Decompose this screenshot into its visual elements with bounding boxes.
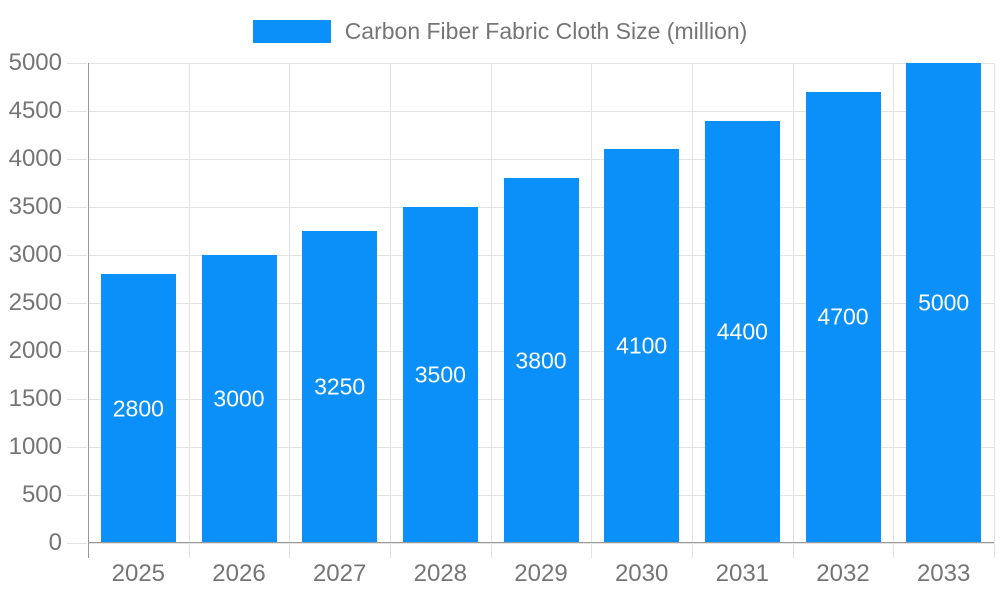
x-axis-tick [792,543,794,558]
y-axis-tick [67,63,87,64]
y-axis-label: 1000 [8,433,62,460]
y-axis-label: 2000 [8,337,62,364]
y-axis-tick [67,495,87,496]
y-axis-tick [67,543,87,544]
bar-value-label: 3000 [213,385,265,412]
h-gridline [88,111,994,112]
bar-2029[interactable]: 3800 [503,178,579,543]
h-gridline [88,159,994,160]
x-axis-tick [188,543,190,558]
bar-value-label: 3250 [314,373,366,400]
bar-value-label: 3800 [515,347,567,374]
bar-value-label: 2800 [112,395,164,422]
plot-area: 2800 3000 3250 3500 3800 4100 4400 4700 5000 0 50… [9,49,995,587]
bar-2032[interactable]: 4700 [805,91,881,543]
x-axis-label: 2026 [212,560,266,587]
y-axis-label: 3500 [8,193,62,220]
v-gridline [289,63,291,543]
h-gridline [88,543,994,544]
x-axis-label: 2025 [111,560,166,587]
bar-2026[interactable]: 3000 [201,255,277,543]
bar-2033[interactable]: 5000 [906,63,982,543]
x-axis-tick [490,543,492,558]
bar-value-label: 4700 [817,303,869,330]
v-gridline [188,63,190,543]
x-axis-tick [289,543,291,558]
y-axis-label: 3000 [8,241,62,268]
x-axis-label: 2028 [413,560,468,587]
y-axis-label: 4000 [8,145,62,172]
bar-2030[interactable]: 4100 [604,149,680,543]
y-axis-tick [67,207,87,208]
x-axis-tick [692,543,693,558]
x-axis-label: 2029 [514,560,568,587]
y-axis-tick [67,111,87,112]
x-axis-tick [390,543,391,558]
x-axis-tick [994,543,995,558]
y-axis-label: 0 [48,529,62,556]
chart-legend[interactable]: Carbon Fiber Fabric Cloth Size (million) [0,18,1000,45]
v-gridline [994,63,995,543]
bar-value-label: 4100 [616,332,668,359]
bar-value-label: 5000 [918,289,970,316]
v-gridline [792,63,794,543]
y-axis-tick [67,447,87,448]
x-axis-label: 2032 [816,560,870,587]
y-axis-label: 1500 [8,385,62,412]
legend-swatch-icon [252,20,331,43]
h-gridline [88,63,994,64]
x-axis-label: 2027 [312,560,367,587]
bar-value-label: 3500 [414,361,466,388]
y-axis-tick [67,351,87,352]
y-axis-label: 5000 [8,49,62,76]
y-axis-line [88,63,89,558]
legend-label: Carbon Fiber Fabric Cloth Size (million) [344,18,748,44]
y-axis-label: 2500 [8,289,62,316]
y-axis-tick [67,159,87,160]
bar-2031[interactable]: 4400 [704,120,780,543]
bar-value-label: 4400 [716,318,768,345]
y-axis-tick [67,255,87,256]
bar-2027[interactable]: 3250 [302,231,378,543]
v-gridline [591,63,593,543]
x-axis-label: 2033 [916,560,971,587]
x-axis-tick [893,543,895,558]
y-axis-tick [67,303,87,304]
bar-2028[interactable]: 3500 [402,207,478,543]
x-axis-line [88,542,994,543]
y-axis-label: 500 [21,481,62,508]
x-axis-tick [591,543,593,558]
y-axis-label: 4500 [8,97,62,124]
v-gridline [490,63,492,543]
v-gridline [893,63,895,543]
bar-2025[interactable]: 2800 [100,274,176,543]
x-axis-label: 2030 [614,560,669,587]
y-axis-tick [67,399,87,400]
x-axis-label: 2031 [715,560,770,587]
v-gridline [692,63,693,543]
v-gridline [390,63,391,543]
